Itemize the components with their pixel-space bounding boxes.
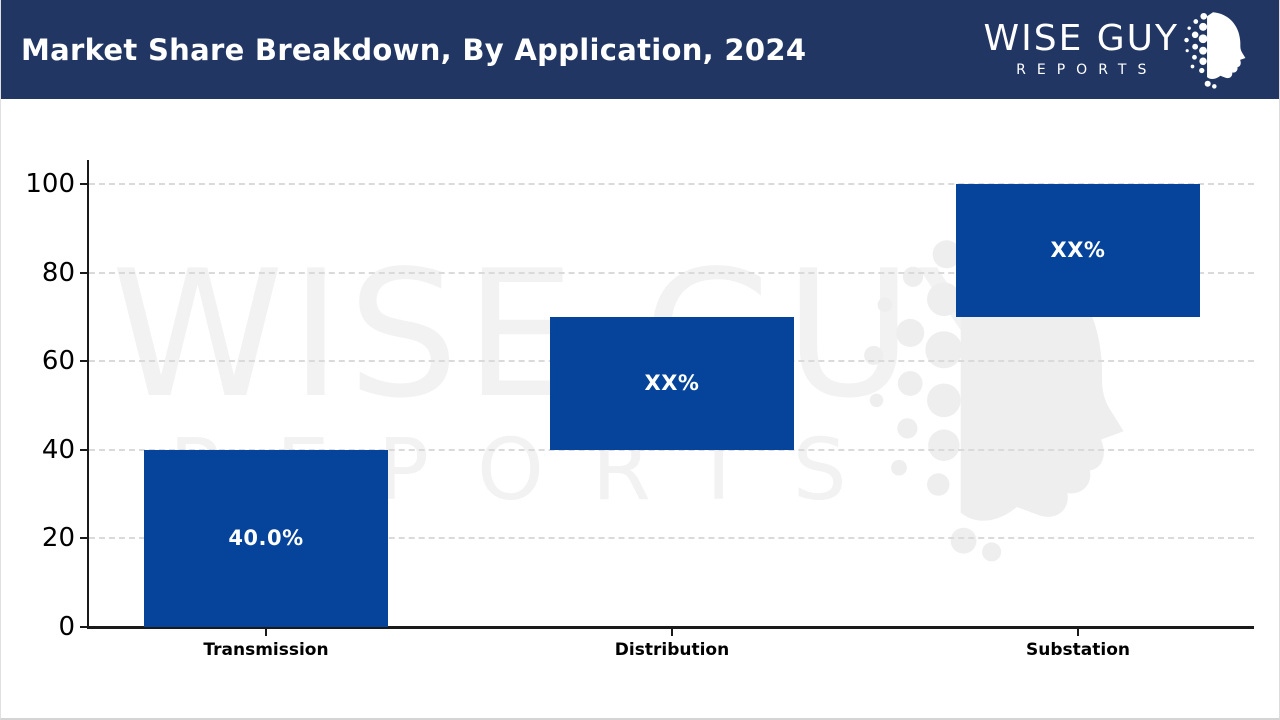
y-axis-tick-100 <box>80 183 89 185</box>
y-axis-label-20: 20 <box>41 523 75 554</box>
y-axis-line <box>87 160 89 629</box>
logo-text: WISE GUY REPORTS <box>983 18 1180 79</box>
y-axis-tick-40 <box>80 448 89 451</box>
gridline-y100 <box>89 183 1254 185</box>
y-axis-tick-20 <box>80 537 89 540</box>
logo-wordmark: WISE GUY <box>983 18 1179 59</box>
gridline-y40 <box>89 448 1254 451</box>
gridline-y80 <box>89 271 1254 274</box>
x-axis-tick-distribution <box>671 628 673 636</box>
gridline-y20 <box>89 537 1254 540</box>
logo-reports-text: REPORTS <box>1016 62 1158 78</box>
y-axis-label-40: 40 <box>41 434 75 465</box>
wise-guy-reports-logo: WISE GUY REPORTS <box>984 7 1254 93</box>
bar-value-label-transmission: 40.0% <box>228 526 304 551</box>
y-axis-tick-80 <box>80 271 89 274</box>
bar-substation: XX% <box>956 184 1200 317</box>
logo-head-icon <box>1184 11 1246 89</box>
y-axis-tick-0 <box>80 626 89 628</box>
bar-distribution: XX% <box>550 316 794 450</box>
bar-value-label-distribution: XX% <box>644 371 700 396</box>
x-axis-line <box>87 626 1254 629</box>
y-axis-label-100: 100 <box>25 169 75 199</box>
bar-value-label-substation: XX% <box>1050 238 1106 263</box>
bar-transmission: 40.0% <box>144 449 388 627</box>
x-axis-label-transmission: Transmission <box>203 640 329 660</box>
x-axis-label-substation: Substation <box>1026 640 1130 660</box>
y-axis-tick-60 <box>80 360 89 363</box>
y-axis-label-60: 60 <box>41 346 75 377</box>
x-axis-label-distribution: Distribution <box>614 640 730 660</box>
header-bar: Market Share Breakdown, By Application, … <box>1 0 1279 99</box>
x-axis-tick-transmission <box>265 628 267 636</box>
y-axis-label-0: 0 <box>58 612 75 642</box>
y-axis-label-80: 80 <box>41 257 75 288</box>
x-axis-tick-substation <box>1077 628 1079 636</box>
chart-title: Market Share Breakdown, By Application, … <box>21 32 807 67</box>
